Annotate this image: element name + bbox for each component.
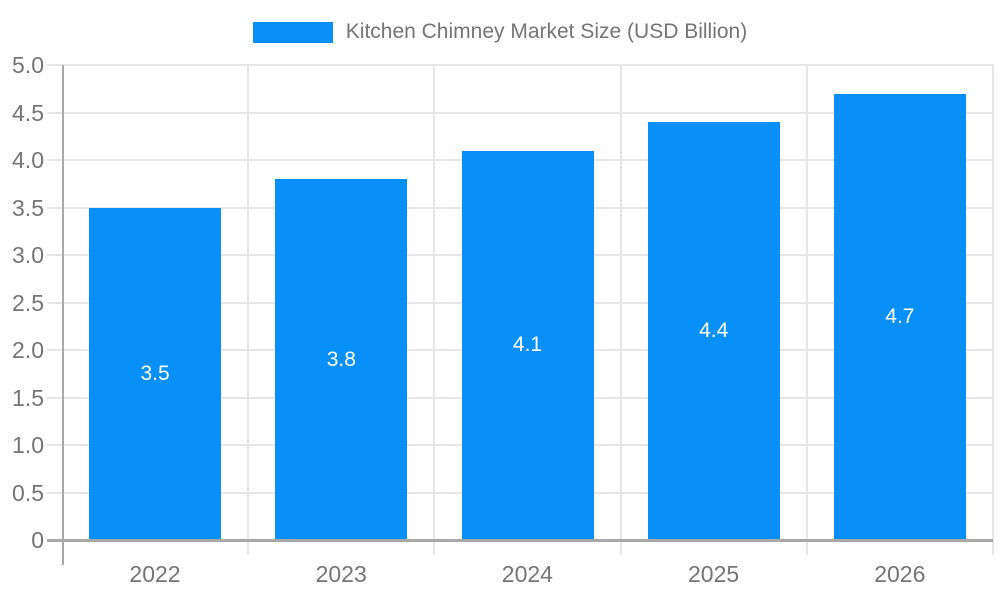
legend-swatch	[252, 21, 333, 43]
bar-2023[interactable]: 3.8	[275, 179, 408, 540]
gridline-y-5.0	[47, 64, 993, 66]
bar-value-label: 4.4	[699, 319, 729, 342]
y-tick-label: 4.0	[12, 147, 44, 173]
bar-value-label: 3.8	[326, 347, 356, 371]
gridline-x-boundary	[247, 65, 250, 555]
y-tick-label: 1.0	[12, 432, 44, 458]
gridline-x-boundary	[619, 65, 622, 555]
bar-value-label: 3.5	[140, 361, 170, 385]
x-tick-label-2026: 2026	[874, 561, 926, 587]
x-axis-line	[47, 539, 993, 542]
gridline-y-4.5	[47, 111, 993, 114]
y-tick-label: 3.5	[12, 194, 44, 221]
chart-legend: Kitchen Chimney Market Size (USD Billion…	[0, 20, 1000, 44]
gridline-x-boundary	[805, 65, 808, 555]
y-tick-label: 3.0	[12, 242, 44, 268]
y-tick-label: 2.5	[12, 289, 44, 316]
bar-2024[interactable]: 4.1	[461, 150, 594, 540]
y-tick-label: 0.5	[12, 479, 44, 506]
x-tick-label-2023: 2023	[315, 561, 367, 587]
x-tick-label-2025: 2025	[688, 561, 740, 587]
y-tick-label: 5.0	[12, 52, 44, 78]
plot-area: 3.5 3.8 4.1 4.4 4.7	[47, 64, 994, 555]
bar-value-label: 4.1	[512, 333, 543, 357]
y-axis-line	[62, 65, 64, 565]
bar-2022[interactable]: 3.5	[89, 207, 222, 540]
bar-value-label: 4.7	[885, 304, 915, 328]
y-tick-label: 2.0	[12, 337, 44, 363]
gridline-x-boundary	[433, 65, 436, 555]
bar-2026[interactable]: 4.7	[833, 93, 966, 540]
x-tick-label-2022: 2022	[129, 561, 181, 587]
y-tick-label: 4.5	[12, 99, 44, 126]
bar-2025[interactable]: 4.4	[647, 122, 780, 540]
legend-series-label: Kitchen Chimney Market Size (USD Billion…	[345, 20, 748, 43]
x-tick-label-2024: 2024	[501, 561, 553, 587]
y-tick-label: 0	[31, 527, 44, 553]
y-tick-label: 1.5	[12, 384, 44, 411]
gridline-x-boundary	[992, 65, 994, 555]
